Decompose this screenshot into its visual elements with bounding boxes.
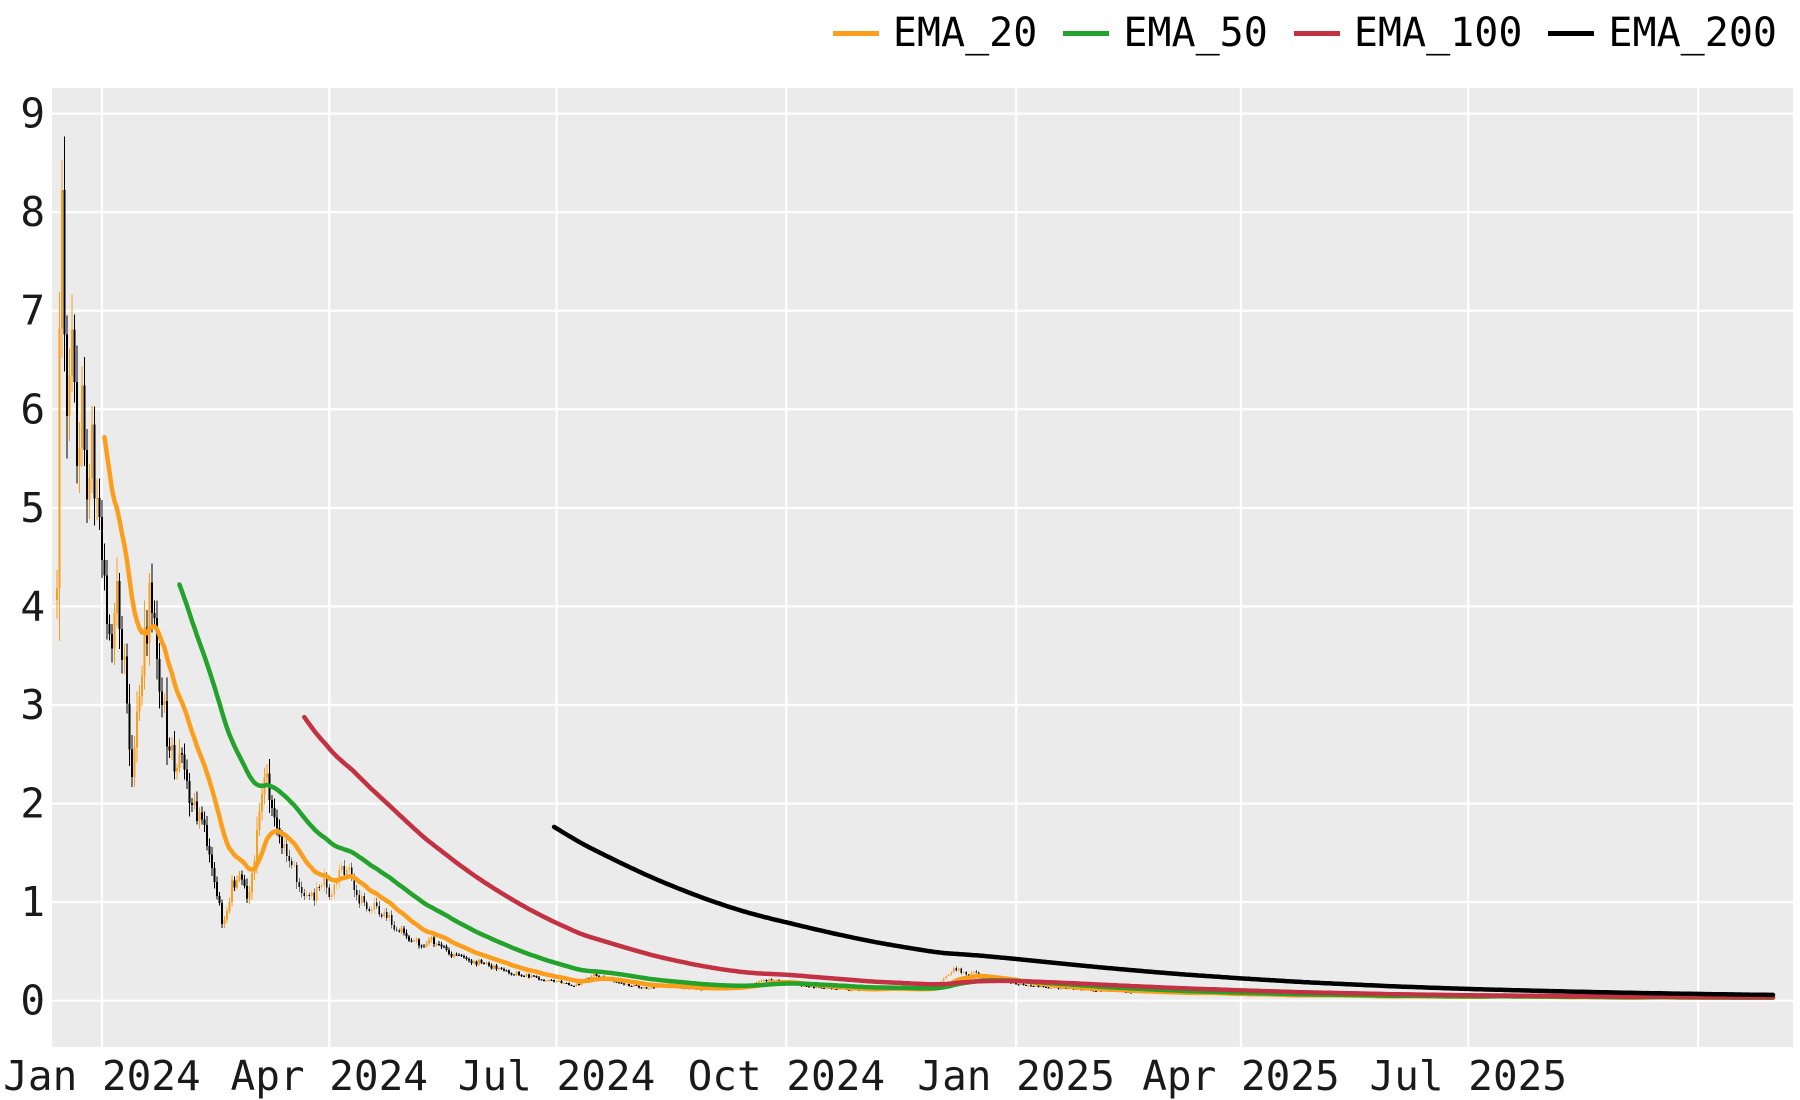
- legend-label-ema-50: EMA_50: [1123, 10, 1268, 56]
- y-tick-label: 8: [20, 188, 45, 236]
- legend-line-swatch-ema-20: [832, 30, 879, 36]
- legend-line-swatch-ema-200: [1548, 30, 1595, 36]
- legend-label-ema-200: EMA_200: [1608, 10, 1777, 56]
- legend-line-swatch-ema-100: [1293, 30, 1340, 36]
- legend: EMA_20 EMA_50 EMA_100 EMA_200: [832, 10, 1777, 56]
- ema-100-line: [302, 714, 1776, 1000]
- legend-line-swatch-ema-50: [1063, 30, 1110, 36]
- y-tick-label: 9: [20, 90, 45, 138]
- y-tick-label: 4: [20, 582, 45, 630]
- x-tick-labels: Jan 2024 Apr 2024 Jul 2024 Oct 2024 Jan 2025…: [3, 1052, 1567, 1100]
- y-tick-label: 5: [20, 484, 45, 532]
- y-tick-label: 1: [20, 878, 45, 926]
- legend-item-ema-200: EMA_200: [1548, 10, 1777, 56]
- y-tick-label: 2: [20, 780, 45, 828]
- y-tick-labels: 0 1 2 3 4 5 6 7 8 9: [20, 90, 45, 1025]
- y-tick-label: 7: [20, 287, 45, 335]
- legend-item-ema-20: EMA_20: [832, 10, 1038, 56]
- ema-200-line: [551, 824, 1776, 998]
- x-tick-label: Apr 2024: [231, 1052, 428, 1100]
- y-tick-label: 3: [20, 681, 45, 729]
- y-tick-label: 6: [20, 385, 45, 433]
- legend-label-ema-20: EMA_20: [892, 10, 1038, 56]
- y-tick-label: 0: [20, 977, 45, 1025]
- legend-item-ema-100: EMA_100: [1293, 10, 1523, 56]
- x-tick-label: Jul 2024: [458, 1052, 655, 1100]
- plot-background: [52, 88, 1793, 1047]
- x-tick-label: Jan 2024: [3, 1052, 200, 1100]
- x-tick-label: Oct 2024: [688, 1052, 885, 1100]
- legend-item-ema-50: EMA_50: [1063, 10, 1268, 56]
- x-tick-label: Jul 2025: [1370, 1052, 1567, 1100]
- legend-label-ema-100: EMA_100: [1353, 10, 1523, 56]
- x-tick-label: Apr 2025: [1142, 1052, 1339, 1100]
- x-tick-label: Jan 2025: [917, 1052, 1114, 1100]
